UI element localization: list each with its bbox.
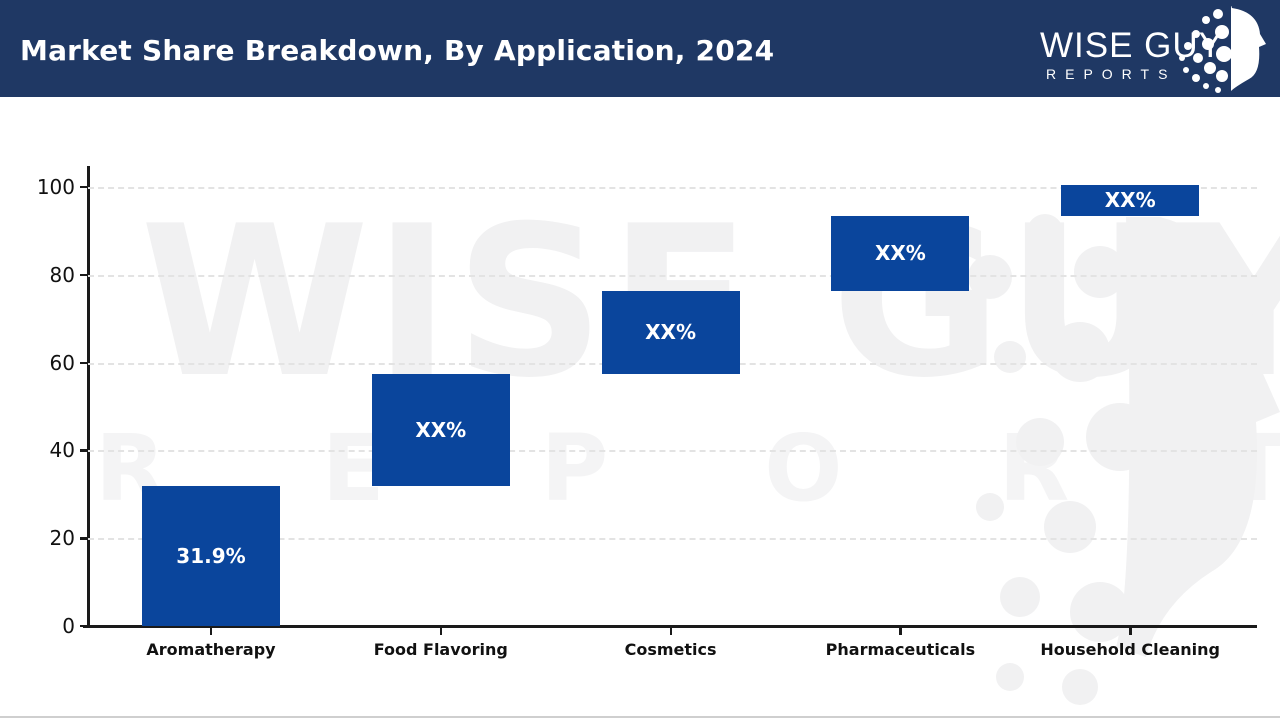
x-tick-label-food-flavoring: Food Flavoring [373, 640, 508, 659]
y-tick-mark [80, 186, 87, 189]
bar-cosmetics: XX% [601, 290, 740, 374]
y-tick-label: 60 [49, 350, 75, 375]
x-tick-mark [210, 627, 213, 635]
header-bar: Market Share Breakdown, By Application, … [0, 0, 1280, 97]
bar-food-flavoring: XX% [371, 374, 510, 486]
y-tick-mark [80, 273, 87, 277]
bar-value-label: XX% [1104, 188, 1156, 213]
x-tick-mark [669, 627, 672, 635]
gridline-80 [88, 274, 1257, 277]
x-tick-label-aromatherapy: Aromatherapy [146, 640, 276, 659]
gridline-20 [88, 538, 1257, 541]
bar-household-cleaning: XX% [1061, 185, 1200, 216]
wise-guy-logo: WISE GUY REPORTS [1012, 6, 1266, 93]
bar-aromatherapy: 31.9% [142, 485, 280, 626]
gridline-40 [88, 450, 1257, 453]
y-tick-mark [80, 625, 87, 628]
y-axis-line [87, 166, 90, 627]
x-tick-label-pharmaceuticals: Pharmaceuticals [825, 640, 976, 659]
bottom-divider [0, 716, 1280, 718]
y-tick-mark [80, 449, 87, 452]
bar-value-label: XX% [415, 418, 467, 443]
x-tick-mark [899, 627, 902, 635]
x-tick-mark [439, 627, 443, 635]
y-tick-mark [80, 537, 87, 540]
x-tick-mark [1129, 627, 1132, 635]
x-axis-line [83, 625, 1257, 628]
bar-pharmaceuticals: XX% [831, 215, 970, 291]
bar-value-label: XX% [645, 320, 697, 345]
bar-value-label: 31.9% [176, 543, 246, 568]
y-tick-label: 40 [49, 438, 75, 463]
y-tick-label: 0 [62, 614, 75, 638]
page-title: Market Share Breakdown, By Application, … [20, 34, 775, 67]
logo-face-dots-icon [1179, 6, 1266, 93]
logo-subtitle: REPORTS [1046, 66, 1177, 82]
y-tick-label: 20 [49, 526, 75, 551]
gridline-100 [88, 187, 1257, 189]
y-tick-label: 100 [36, 175, 75, 199]
y-tick-mark [80, 361, 87, 364]
x-tick-label-household-cleaning: Household Cleaning [1040, 640, 1220, 659]
bar-value-label: XX% [874, 241, 926, 266]
x-tick-label-cosmetics: Cosmetics [624, 640, 717, 659]
y-tick-label: 80 [49, 262, 75, 287]
